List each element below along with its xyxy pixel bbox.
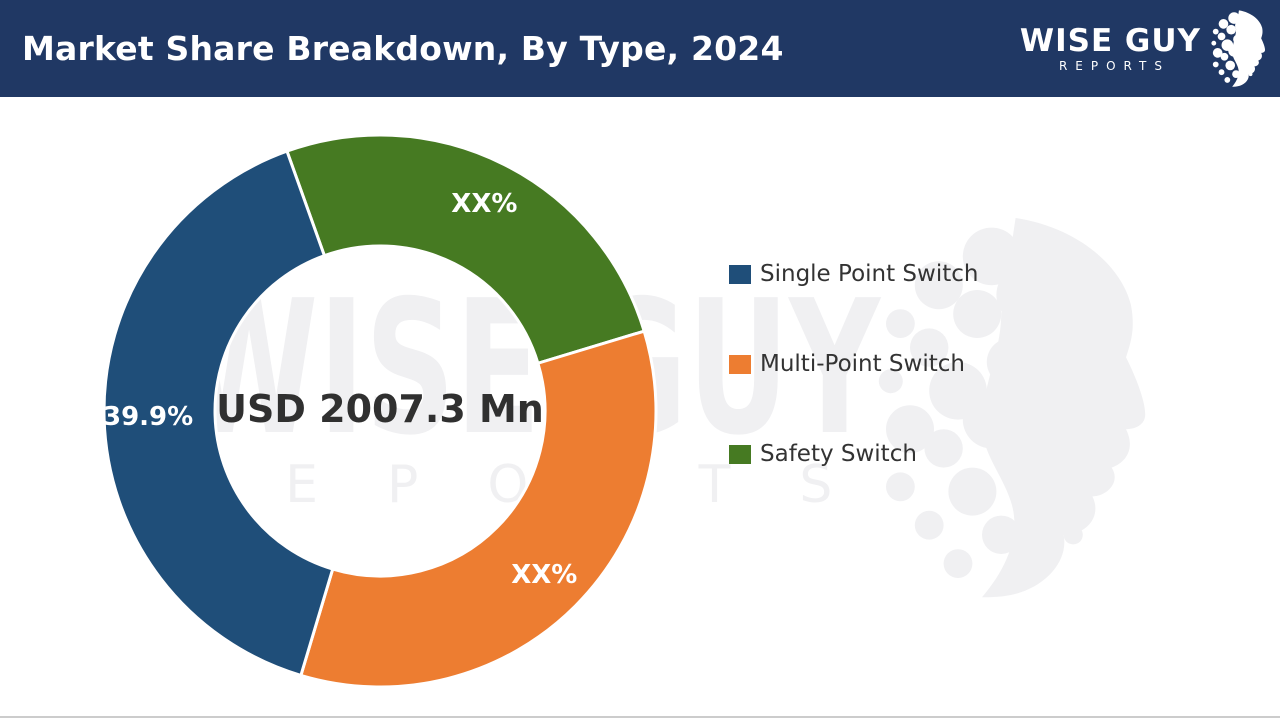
brand-logo-text: WISE GUY REPORTS <box>1020 25 1201 74</box>
legend-item-single-point-switch: Single Point Switch <box>729 261 978 287</box>
brand-logo: WISE GUY REPORTS <box>1020 9 1266 89</box>
legend-label: Multi-Point Switch <box>760 351 965 377</box>
slice-multi-point-switch <box>299 329 658 689</box>
legend-swatch-single-point <box>729 264 751 284</box>
legend-label: Safety Switch <box>760 441 917 467</box>
brand-subname: REPORTS <box>1058 59 1170 74</box>
legend-swatch-multi-point <box>729 354 751 374</box>
legend-swatch-safety <box>729 444 751 464</box>
legend-item-safety-switch: Safety Switch <box>729 441 917 467</box>
watermark-brand-subname: REPORTS <box>180 455 901 515</box>
bottom-rule <box>0 716 1280 718</box>
brand-name: WISE GUY <box>1019 22 1201 59</box>
header-bar: Market Share Breakdown, By Type, 2024 WI… <box>0 0 1280 97</box>
donut-center-value: USD 2007.3 Mn <box>216 387 544 431</box>
slice-single-point-switch <box>102 149 335 677</box>
slice-safety-switch <box>285 133 646 365</box>
page-title: Market Share Breakdown, By Type, 2024 <box>22 29 784 68</box>
legend-item-multi-point-switch: Multi-Point Switch <box>729 351 965 377</box>
legend-label: Single Point Switch <box>760 261 979 287</box>
